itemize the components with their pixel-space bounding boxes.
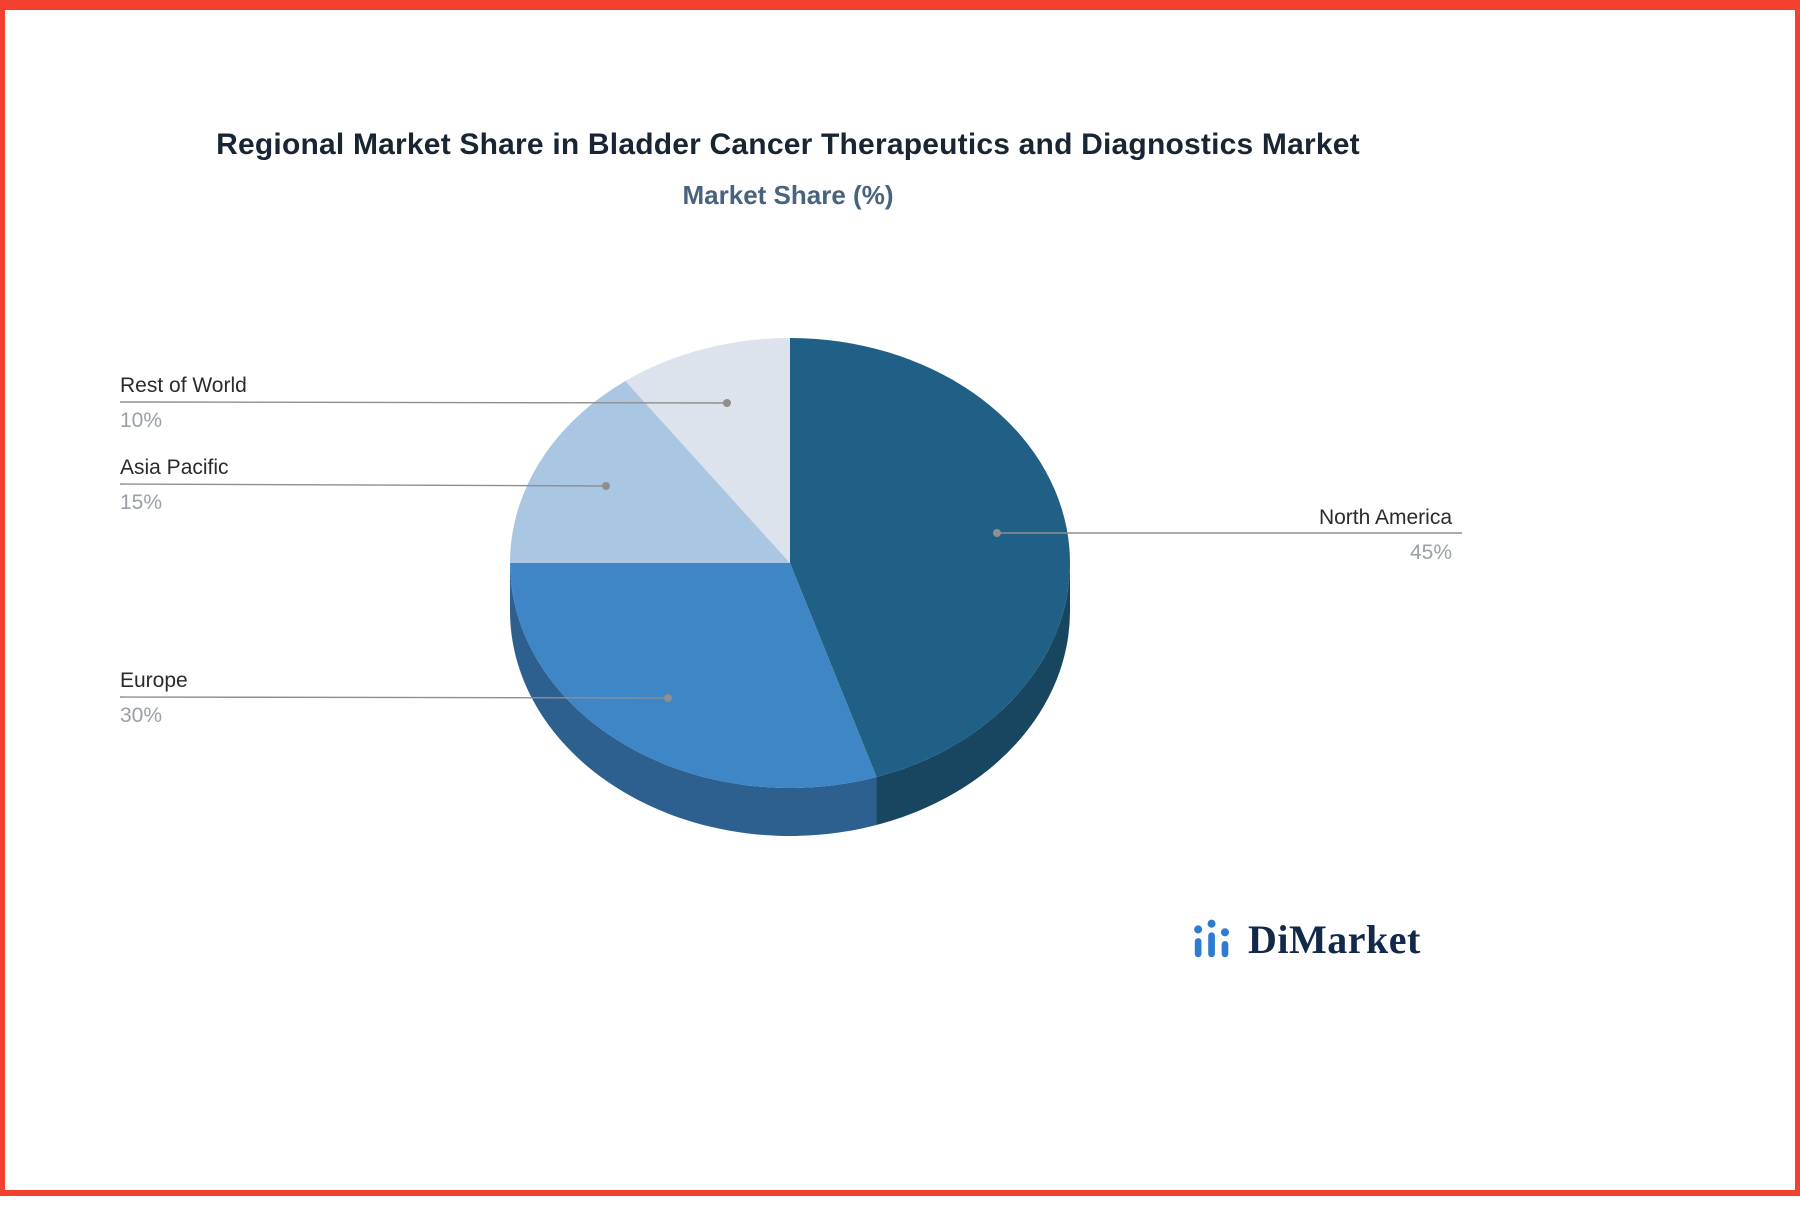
pie-3d-depth xyxy=(510,563,1070,837)
pie-slice-north-america xyxy=(790,338,1071,777)
slice-label-name: Asia Pacific xyxy=(120,456,229,479)
dimarket-logo-icon xyxy=(1194,919,1230,957)
leader-lines xyxy=(119,399,1462,702)
chart-title: Regional Market Share in Bladder Cancer … xyxy=(216,128,1360,161)
leader-dot-europe xyxy=(664,694,672,702)
chart-header: Regional Market Share in Bladder Cancer … xyxy=(5,128,1571,211)
slice-label-value: 15% xyxy=(120,491,163,514)
pie-chart xyxy=(119,338,1462,837)
slice-label-value: 10% xyxy=(120,409,163,432)
slice-label-name: Rest of World xyxy=(120,374,247,397)
dimarket-logo-text: DiMarket xyxy=(1248,917,1421,962)
slice-label-name: North America xyxy=(1318,506,1452,529)
leader-line-rest-of-world xyxy=(119,401,728,404)
pie-slice-europe xyxy=(510,563,877,789)
slice-label-value: 45% xyxy=(1409,541,1452,564)
leader-dot-north-america xyxy=(993,529,1001,537)
leader-dot-asia-pacific xyxy=(602,482,610,490)
pie-slice-side-europe xyxy=(510,563,877,837)
slice-label-north-america: North America 45% xyxy=(1319,505,1452,566)
leader-line-asia-pacific xyxy=(119,483,607,487)
leader-line-europe xyxy=(119,696,669,699)
slice-label-asia-pacific: Asia Pacific 15% xyxy=(120,455,229,516)
slice-label-rest-of-world: Rest of World 10% xyxy=(120,373,247,434)
dimarket-logo: DiMarket xyxy=(1190,916,1421,963)
chart-subtitle: Market Share (%) xyxy=(682,180,894,210)
pie-slices xyxy=(510,338,1071,789)
slice-label-name: Europe xyxy=(120,669,188,692)
leader-dot-rest-of-world xyxy=(723,399,731,407)
pie-slice-asia-pacific xyxy=(510,380,790,563)
slice-label-europe: Europe 30% xyxy=(120,668,188,729)
pie-slice-side-north-america xyxy=(876,563,1070,825)
pie-slice-rest-of-world xyxy=(625,338,790,563)
slice-label-value: 30% xyxy=(120,704,163,727)
